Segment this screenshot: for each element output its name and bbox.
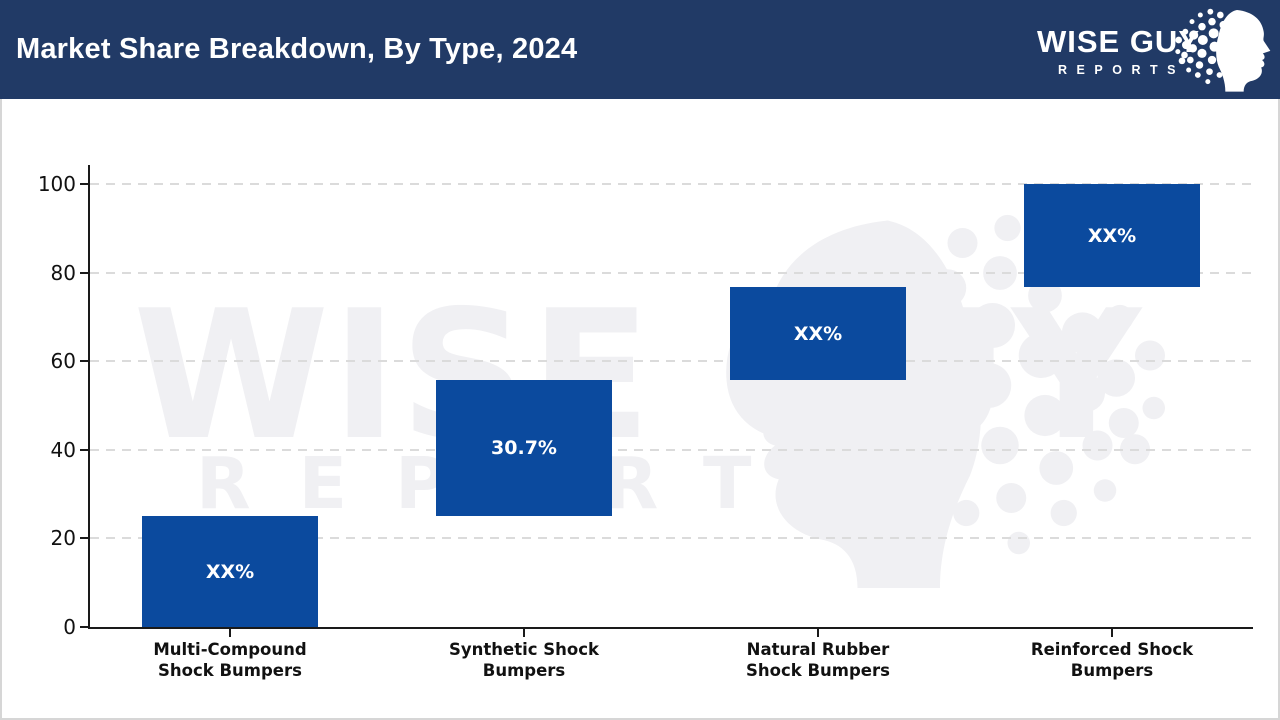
gridline-y80	[90, 271, 1253, 274]
category-label-line: Multi-Compound	[153, 640, 307, 659]
page-border-bottom	[0, 718, 1280, 720]
x-axis-tick	[229, 629, 231, 637]
page-border-left	[0, 99, 2, 720]
wiseguy-logo-text: WISE GUY REPORTS	[1037, 24, 1200, 77]
bar-value-label: 30.7%	[491, 437, 557, 460]
page-border-right	[1278, 99, 1280, 720]
bar-value-label: XX%	[205, 560, 255, 583]
y-axis-tick	[80, 626, 88, 628]
category-label-line: Bumpers	[482, 661, 566, 680]
category-label-1: Multi-Compound Shock Bumpers	[80, 639, 380, 681]
category-label-3: Natural Rubber Shock Bumpers	[668, 639, 968, 681]
category-label-2: Synthetic Shock Bumpers	[374, 639, 674, 681]
bar-segment-2: 30.7%	[436, 380, 612, 517]
gridline-y20	[90, 537, 1253, 540]
wiseguy-logo: WISE GUY REPORTS	[1037, 4, 1272, 96]
gridline-y60	[90, 360, 1253, 363]
y-axis-spine	[88, 165, 90, 629]
y-axis-tick	[80, 360, 88, 363]
y-tick-label: 0	[63, 615, 76, 639]
header: Market Share Breakdown, By Type, 2024 WI…	[0, 0, 1280, 99]
logo-wordmark: WISE GUY	[1036, 23, 1200, 59]
y-tick-label: 40	[50, 437, 76, 462]
category-label-line: Synthetic Shock	[449, 640, 599, 659]
bar-value-label: XX%	[1087, 224, 1137, 247]
x-axis-spine	[88, 627, 1253, 629]
y-axis-tick	[80, 448, 88, 451]
bar-segment-1: XX%	[142, 516, 318, 627]
category-label-line: Bumpers	[1070, 661, 1154, 680]
category-label-line: Natural Rubber	[746, 640, 890, 659]
y-tick-label: 60	[50, 349, 76, 374]
gridline-y100	[90, 183, 1253, 186]
category-label-line: Shock Bumpers	[158, 661, 302, 680]
page-title: Market Share Breakdown, By Type, 2024	[16, 33, 578, 65]
y-tick-label: 80	[50, 260, 76, 285]
category-label-4: Reinforced Shock Bumpers	[962, 639, 1262, 681]
x-axis-tick	[1111, 629, 1113, 637]
x-axis-tick	[523, 629, 525, 637]
y-axis-tick	[80, 271, 88, 274]
y-tick-label: 20	[50, 526, 76, 551]
bar-value-label: XX%	[793, 322, 843, 345]
y-axis-tick	[80, 537, 88, 540]
category-label-line: Shock Bumpers	[746, 661, 890, 680]
wiseguy-face-icon	[1175, 8, 1271, 92]
x-axis-tick	[817, 629, 819, 637]
logo-subtext: REPORTS	[1058, 62, 1185, 77]
bar-segment-4: XX%	[1024, 184, 1200, 288]
category-label-line: Reinforced Shock	[1030, 640, 1194, 659]
gridline-y40	[90, 448, 1253, 451]
y-axis-tick	[80, 183, 88, 186]
bar-segment-3: XX%	[730, 287, 906, 381]
y-tick-label: 100	[37, 172, 76, 197]
